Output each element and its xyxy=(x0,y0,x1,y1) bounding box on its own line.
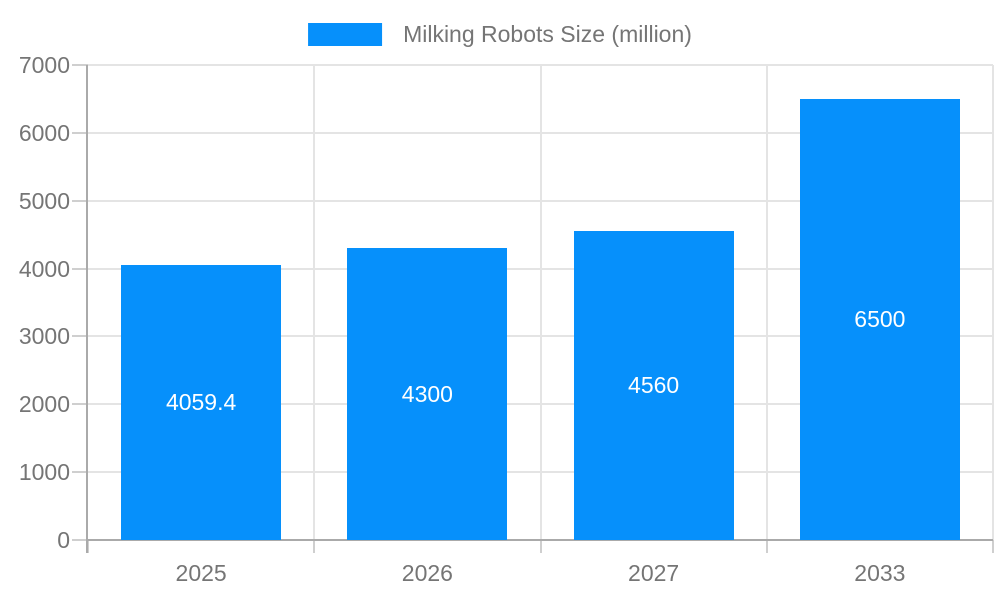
bar-value-label: 4300 xyxy=(401,380,453,407)
legend-item[interactable]: Milking Robots Size (million) xyxy=(308,21,692,48)
bar-value-label: 4059.4 xyxy=(165,388,237,415)
legend-label: Milking Robots Size (million) xyxy=(403,21,692,47)
y-tick xyxy=(72,403,88,406)
x-axis-label: 2027 xyxy=(628,560,680,586)
x-axis-label: 2026 xyxy=(401,560,453,586)
y-axis-label: 3000 xyxy=(18,323,70,350)
bar-value-label: 4560 xyxy=(628,371,680,398)
y-tick xyxy=(72,199,88,202)
y-axis-label: 1000 xyxy=(18,459,70,486)
y-tick xyxy=(72,539,88,541)
legend-swatch-icon xyxy=(308,23,383,46)
y-tick xyxy=(72,64,88,66)
bar[interactable]: 4560 xyxy=(573,230,734,540)
bar[interactable]: 4300 xyxy=(347,248,508,540)
x-tick xyxy=(992,540,994,553)
x-tick xyxy=(313,540,316,553)
x-gridline xyxy=(313,65,316,540)
y-axis-label: 6000 xyxy=(18,119,70,146)
y-axis-line xyxy=(86,65,88,553)
x-axis-label: 2033 xyxy=(854,560,906,586)
x-axis-line xyxy=(86,539,993,541)
x-gridline xyxy=(539,65,542,540)
x-gridline xyxy=(765,65,768,540)
y-axis-label: 7000 xyxy=(18,52,70,78)
x-tick xyxy=(87,540,89,553)
bar[interactable]: 6500 xyxy=(799,98,960,540)
y-tick xyxy=(72,335,88,338)
x-tick xyxy=(539,540,542,553)
x-gridline xyxy=(992,65,994,540)
y-axis-label: 0 xyxy=(57,527,70,553)
x-axis-label: 2025 xyxy=(175,560,227,586)
y-tick xyxy=(72,131,88,134)
bar[interactable]: 4059.4 xyxy=(121,264,282,540)
legend: Milking Robots Size (million) xyxy=(308,21,692,48)
y-tick xyxy=(72,267,88,270)
bar-value-label: 6500 xyxy=(854,305,906,332)
y-tick xyxy=(72,471,88,474)
y-axis-label: 4000 xyxy=(18,255,70,282)
x-tick xyxy=(765,540,768,553)
y-axis-label: 5000 xyxy=(18,187,70,214)
y-axis-label: 2000 xyxy=(18,391,70,418)
